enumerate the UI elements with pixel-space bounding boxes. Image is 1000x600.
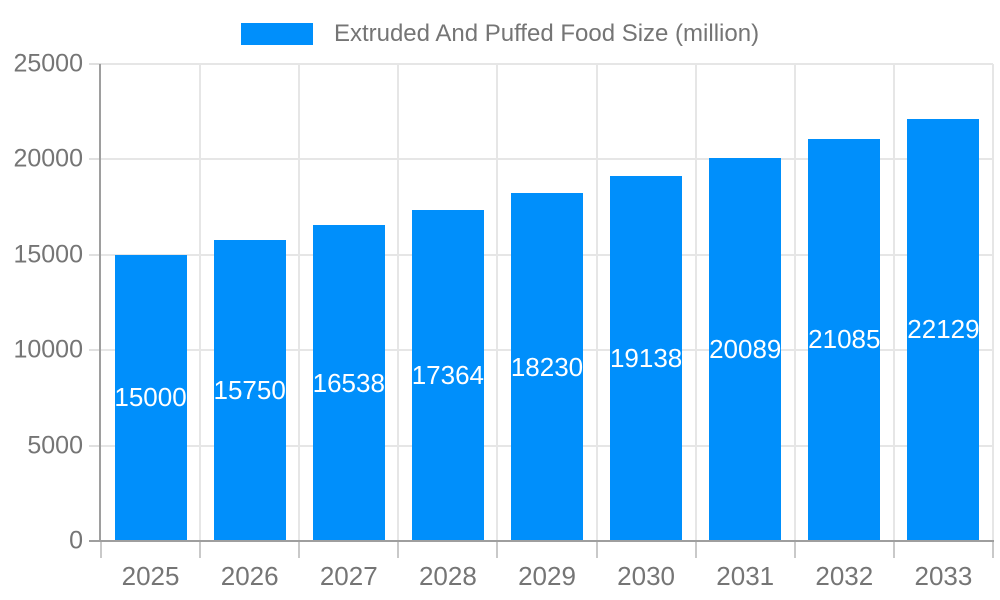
gridline-h [101,63,993,65]
bar[interactable]: 16538 [313,225,385,541]
bar[interactable]: 18230 [511,193,583,541]
bar[interactable]: 20089 [709,157,782,541]
legend: Extruded And Puffed Food Size (million) [0,20,1000,48]
y-tick [89,349,101,352]
x-axis-label: 2029 [518,561,576,591]
y-tick [89,253,101,256]
bar-value-label: 15750 [213,375,286,406]
bar-value-label: 21085 [808,324,881,355]
bar[interactable]: 22129 [907,118,980,541]
legend-label[interactable]: Extruded And Puffed Food Size (million) [333,20,760,47]
x-tick [397,541,400,558]
gridline-v [397,64,400,541]
x-tick [694,541,697,558]
y-axis-line [99,64,101,542]
x-axis-label: 2025 [121,561,180,591]
x-tick [100,541,102,558]
y-axis-label: 15000 [13,240,83,269]
x-tick [595,541,598,558]
gridline-v [298,64,301,541]
x-tick [992,541,994,558]
x-tick [793,541,796,558]
x-axis-label: 2030 [617,561,676,591]
x-axis-label: 2026 [220,561,279,591]
x-axis-label: 2028 [418,561,477,591]
bar-value-label: 15000 [114,382,187,413]
gridline-v [992,64,994,541]
gridline-v [694,64,697,541]
gridline-v [793,64,796,541]
x-tick [298,541,301,558]
gridline-v [892,64,895,541]
y-tick [89,444,101,447]
bar-value-label: 19138 [609,342,683,373]
x-tick [496,541,499,558]
x-axis-label: 2027 [319,561,378,591]
gridline-h [101,158,993,161]
bar[interactable]: 15000 [114,254,187,541]
bar-value-label: 22129 [907,314,980,345]
y-tick [89,63,101,65]
legend-swatch[interactable] [240,23,313,45]
y-axis-label: 10000 [13,335,83,364]
gridline-v [199,64,202,541]
bar-value-label: 16538 [312,367,385,398]
gridline-v [496,64,499,541]
bar[interactable]: 17364 [411,209,485,541]
gridline-v [595,64,598,541]
bar[interactable]: 21085 [808,138,881,541]
bar-value-label: 18230 [510,351,584,382]
bar[interactable]: 19138 [609,175,683,541]
x-axis-line [89,540,994,542]
y-axis-label: 0 [69,526,83,555]
x-axis-label: 2033 [914,561,973,591]
x-axis-label: 2031 [716,561,775,591]
y-axis-label: 5000 [27,431,83,460]
plot-area: 0 5000 10000 15000 20000 25000 15000 2025 15750 2… [13,50,994,591]
bar-value-label: 20089 [709,333,782,364]
x-axis-label: 2032 [815,561,874,591]
bar-value-label: 17364 [411,359,485,390]
y-axis-label: 20000 [13,144,83,173]
y-tick [89,158,101,161]
bar[interactable]: 15750 [214,240,286,541]
y-axis-label: 25000 [13,49,83,78]
x-tick [199,541,202,558]
x-tick [892,541,895,558]
